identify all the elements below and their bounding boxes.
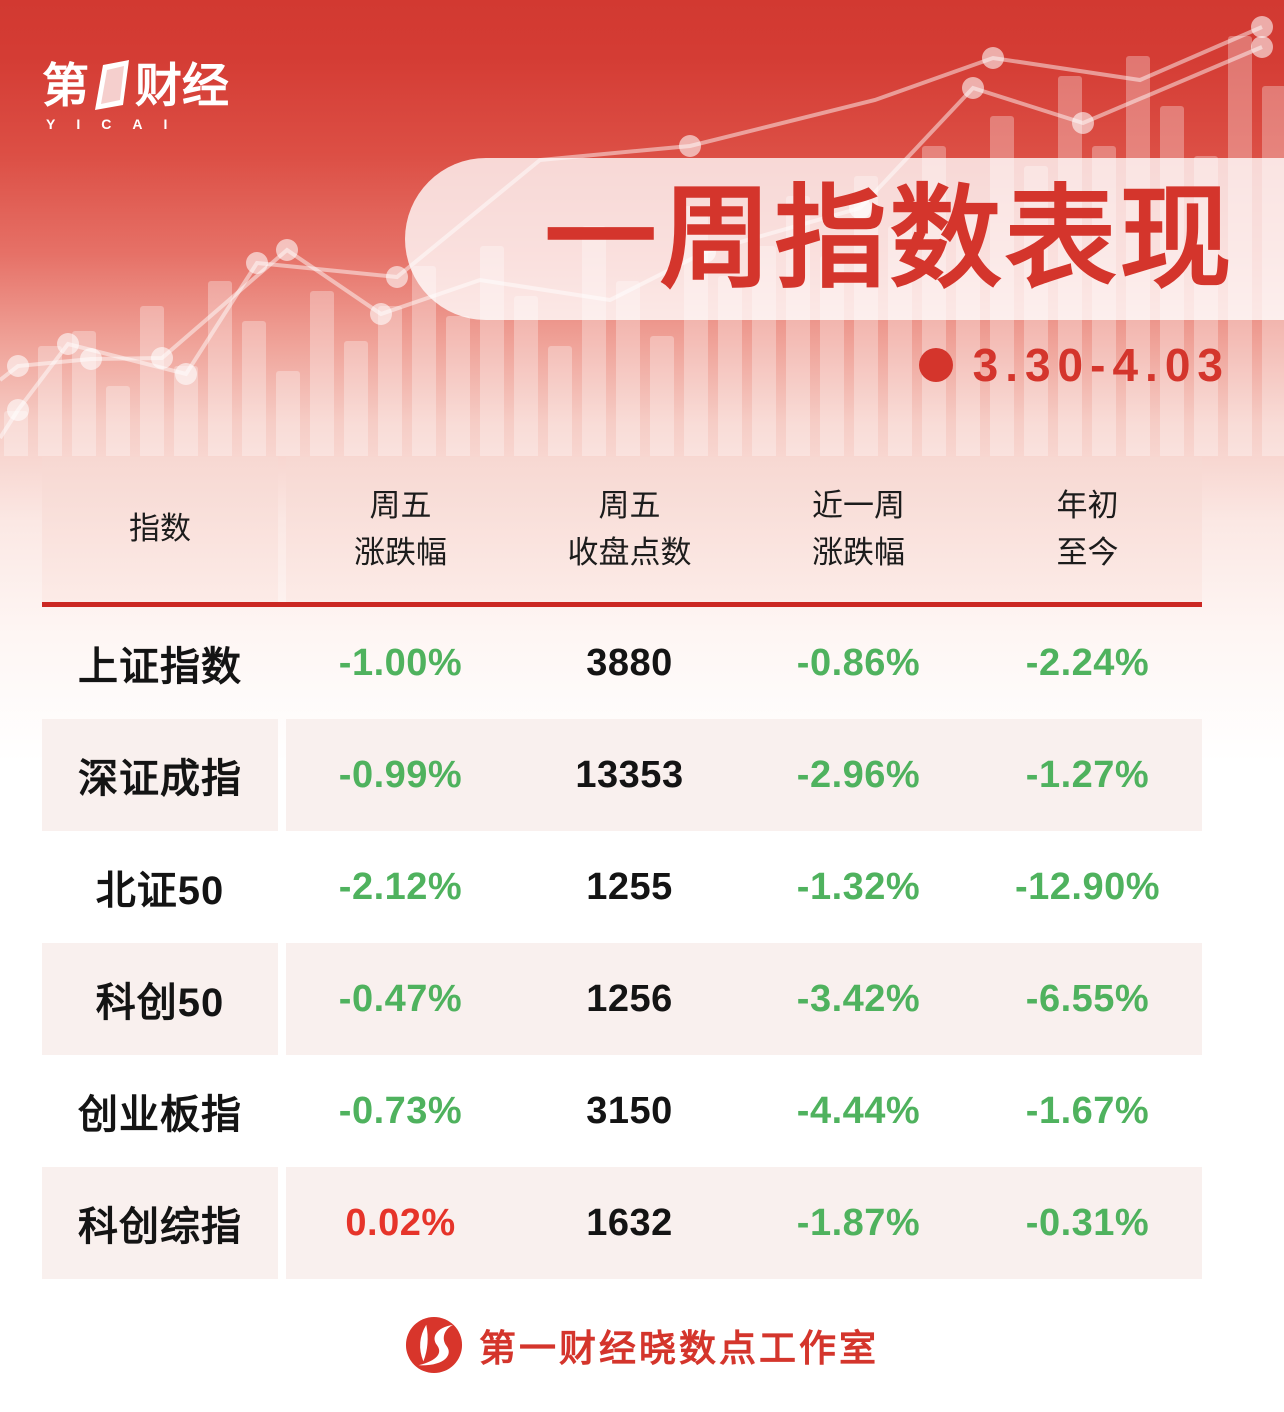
column-header-week-change: 近一周 涨跌幅 [744,457,973,602]
date-bullet-icon [918,348,953,382]
value-cell: -1.27% [973,719,1202,831]
row-divider [278,831,286,943]
value-cell: -0.73% [338,1089,463,1132]
table-row: 上证指数 -1.00% 3880 -0.86% -2.24% [42,607,1202,719]
value-cell: 1255 [586,865,673,908]
value-cell: 1256 [515,943,744,1055]
value-cell: 13353 [515,719,744,831]
value-cell: -0.31% [973,1167,1202,1279]
table-row: 创业板指 -0.73% 3150 -4.44% -1.67% [42,1055,1202,1167]
row-divider [278,719,286,831]
table-header: 指数 周五 涨跌幅 周五 收盘点数 近一周 涨跌幅 年初 至今 [42,457,1202,602]
value-cell: -3.42% [744,943,973,1055]
value-cell: -6.55% [973,943,1202,1055]
value-cell: -2.12% [338,865,463,908]
value-cell: -12.90% [1014,865,1161,908]
yicai-logo-chars: 财经 [135,58,229,112]
table-row: 深证成指 -0.99% 13353 -2.96% -1.27% [42,719,1202,831]
value-cell: -1.00% [338,641,463,684]
value-cell: 1632 [515,1167,744,1279]
value-cell: -2.96% [744,719,973,831]
table-row: 北证50 -2.12% 1255 -1.32% -12.90% [42,831,1202,943]
date-range: 3.30-4.03 [918,339,1230,391]
value-cell: -1.32% [796,865,921,908]
row-divider [278,607,286,719]
column-header-friday-change: 周五 涨跌幅 [286,457,515,602]
studio-logo-icon [405,1316,463,1374]
index-name-cell: 科创50 [42,943,278,1055]
value-cell: 3880 [586,641,673,684]
value-cell: 3150 [586,1089,673,1132]
value-cell: 0.02% [286,1167,515,1279]
column-header-index: 指数 [42,457,278,602]
background-line-chart-decor [0,16,1273,440]
value-cell: -0.47% [286,943,515,1055]
index-performance-table: 指数 周五 涨跌幅 周五 收盘点数 近一周 涨跌幅 年初 至今 上证指 [42,457,1202,1279]
index-name-cell: 北证50 [95,869,225,913]
yicai-logo: 第 财经 YICAI [42,60,229,132]
row-divider [278,1167,286,1279]
index-name-cell: 创业板指 [78,1093,242,1137]
row-divider [278,943,286,1055]
value-cell: -0.86% [796,641,921,684]
index-name-cell: 上证指数 [78,645,242,689]
row-divider [278,1055,286,1167]
value-cell: -1.87% [744,1167,973,1279]
yicai-logo-flag-icon [94,60,130,110]
header-divider [278,457,286,602]
date-range-text: 3.30-4.03 [972,339,1230,391]
title-banner: 一周指数表现 [405,158,1284,320]
index-name-cell: 科创综指 [42,1167,278,1279]
value-cell: -4.44% [796,1089,921,1132]
studio-credit-text: 第一财经晓数点工作室 [479,1328,879,1369]
index-name-cell: 深证成指 [42,719,278,831]
page-title: 一周指数表现 [544,176,1235,301]
header-underline [42,602,1202,607]
value-cell: -2.24% [1025,641,1150,684]
table-row: 科创50 -0.47% 1256 -3.42% -6.55% [42,943,1202,1055]
yicai-logo-latin: YICAI [46,116,189,132]
yicai-logo-char: 第 [42,58,89,112]
value-cell: -1.67% [1025,1089,1150,1132]
column-header-friday-close: 周五 收盘点数 [515,457,744,602]
table-row: 科创综指 0.02% 1632 -1.87% -0.31% [42,1167,1202,1279]
column-header-ytd: 年初 至今 [973,457,1202,602]
footer-credit: 第一财经晓数点工作室 [0,1316,1284,1374]
value-cell: -0.99% [286,719,515,831]
